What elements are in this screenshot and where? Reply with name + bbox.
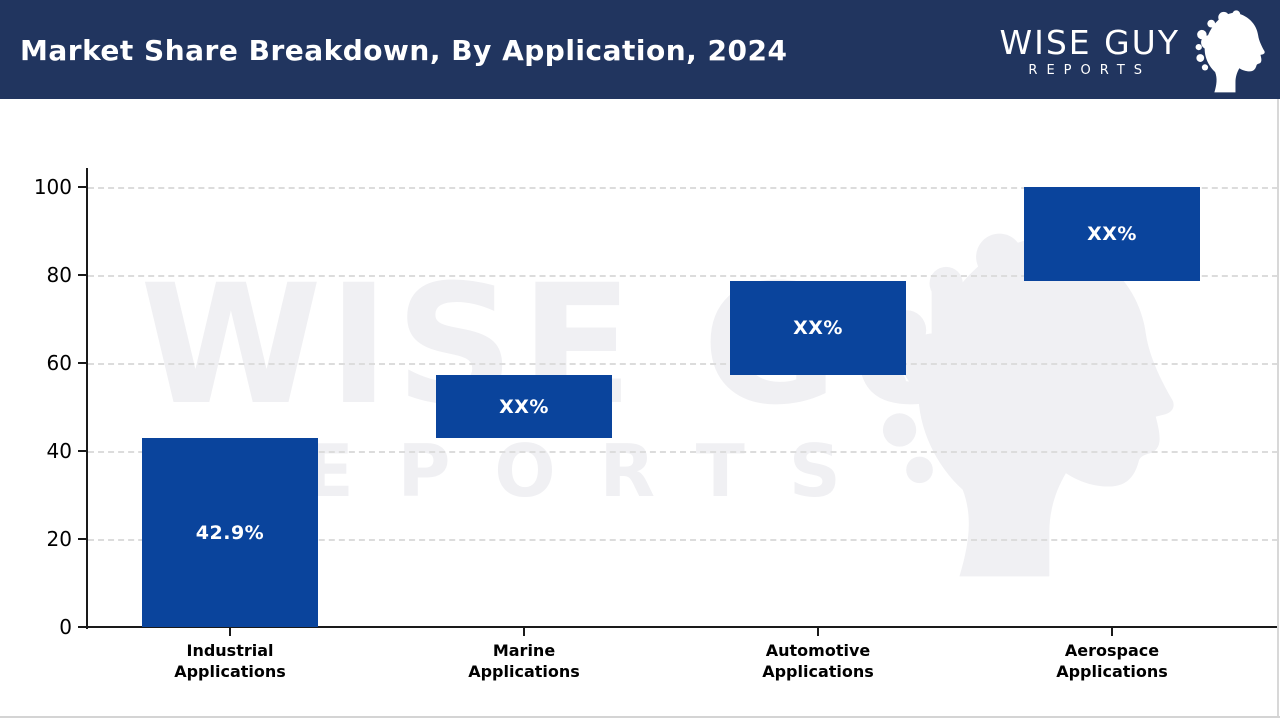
bar-value-label: XX% <box>499 395 549 418</box>
header-banner: Market Share Breakdown, By Application, … <box>0 0 1280 99</box>
x-tick-mark-4 <box>1111 628 1113 636</box>
logo-reports-label: REPORTS <box>1028 62 1152 78</box>
logo-wiseguy-label: WISE GUY <box>999 23 1180 62</box>
x-category-label-3: Automotive Applications <box>762 641 874 682</box>
bar-value-label: XX% <box>793 317 843 340</box>
y-tick-label-60: 60 <box>46 351 72 375</box>
x-tick-mark-3 <box>817 628 819 636</box>
bar-value-label: 42.9% <box>195 521 265 544</box>
x-category-label-1: Industrial Applications <box>174 641 286 682</box>
bar-marine: XX% <box>436 375 612 439</box>
y-tick-mark-0 <box>78 626 86 628</box>
chart-plot-area: 0 20 40 60 80 100 42.9% XX% XX% XX% Industrial App… <box>0 99 1280 720</box>
chart-title: Market Share Breakdown, By Application, … <box>20 34 788 67</box>
x-category-label-4: Aerospace Applications <box>1056 641 1168 682</box>
y-tick-mark-40 <box>78 450 86 452</box>
y-tick-label-0: 0 <box>59 615 72 639</box>
bar-automotive: XX% <box>730 281 906 376</box>
x-tick-mark-2 <box>523 628 525 636</box>
frame-border-right <box>1277 99 1279 716</box>
bar-value-label: XX% <box>1087 223 1137 246</box>
y-tick-label-40: 40 <box>46 439 72 463</box>
y-tick-mark-20 <box>78 538 86 540</box>
y-tick-label-100: 100 <box>33 175 72 199</box>
frame-border-bottom <box>0 716 1280 718</box>
y-tick-mark-80 <box>78 274 86 276</box>
gridline-80 <box>88 275 1278 277</box>
y-tick-mark-100 <box>78 186 86 188</box>
gridline-100 <box>88 187 1278 189</box>
bar-industrial: 42.9% <box>142 438 318 627</box>
bar-aerospace: XX% <box>1024 187 1200 282</box>
wise-guy-reports-logo: WISE GUY REPORTS <box>976 4 1276 96</box>
gridline-40 <box>88 451 1278 453</box>
gridline-60 <box>88 363 1278 365</box>
y-tick-label-20: 20 <box>46 527 72 551</box>
x-axis <box>86 626 1278 628</box>
logo-head-icon <box>1195 10 1265 93</box>
y-tick-mark-60 <box>78 362 86 364</box>
x-tick-mark-1 <box>229 628 231 636</box>
watermark: WISE GUY REPORTS <box>0 99 1280 720</box>
gridline-20 <box>88 539 1278 541</box>
logo-text: WISE GUY REPORTS <box>999 23 1180 78</box>
y-axis <box>86 168 88 629</box>
x-category-label-2: Marine Applications <box>468 641 580 682</box>
y-tick-label-80: 80 <box>46 263 72 287</box>
